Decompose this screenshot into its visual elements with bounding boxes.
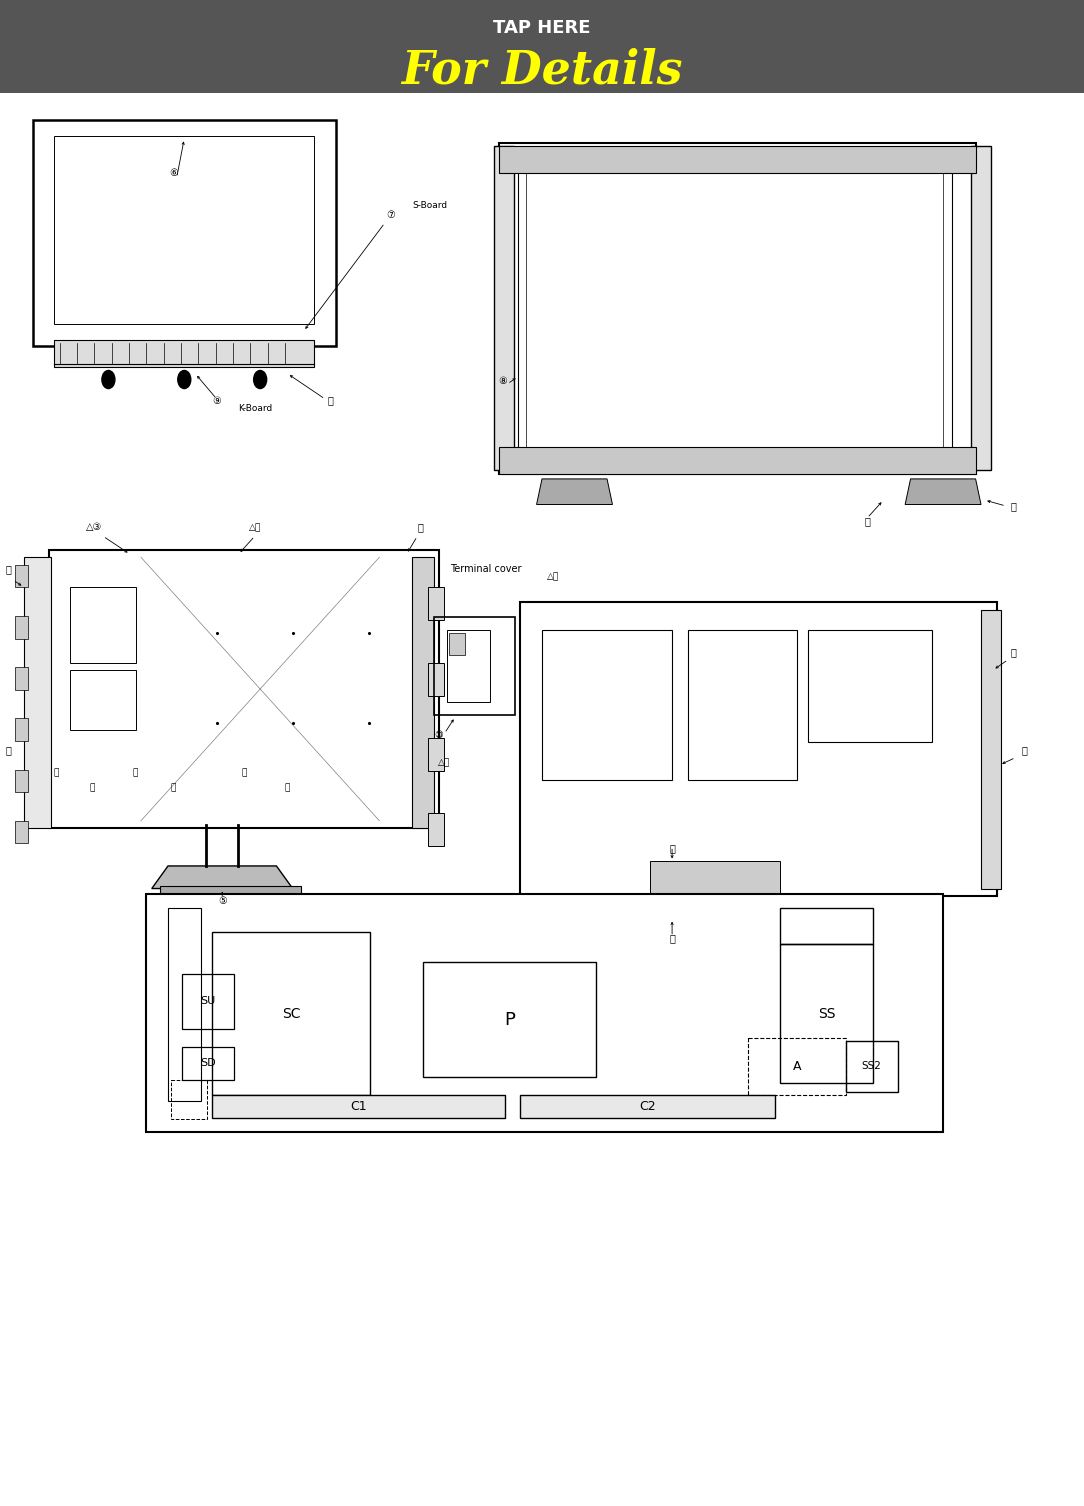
Bar (449, 633, 465, 655)
Text: ⑦: ⑦ (386, 211, 395, 220)
Bar (49, 550, 439, 828)
Bar (971, 146, 991, 470)
Text: C2: C2 (640, 1099, 656, 1113)
Bar (70, 587, 136, 663)
Bar (15, 667, 28, 690)
Polygon shape (152, 866, 293, 889)
Polygon shape (905, 479, 981, 505)
Text: ⑬: ⑬ (669, 934, 675, 943)
Bar (15, 718, 28, 741)
Bar (423, 962, 596, 1077)
Text: C1: C1 (350, 1099, 367, 1113)
Bar (520, 1095, 775, 1117)
Bar (70, 670, 136, 730)
Bar (808, 630, 932, 742)
Text: △㉙: △㉙ (438, 758, 451, 767)
Bar (428, 587, 444, 620)
Text: TAP HERE: TAP HERE (493, 20, 591, 38)
Text: △㉚: △㉚ (546, 572, 559, 581)
Text: ⑪: ⑪ (669, 843, 675, 852)
Bar (168, 908, 201, 1101)
Text: ㉕: ㉕ (285, 783, 289, 792)
Text: ⑪: ⑪ (1010, 648, 1017, 657)
Text: ⑤: ⑤ (218, 896, 227, 905)
Text: ⑱: ⑱ (171, 783, 176, 792)
Bar (182, 974, 234, 1029)
Text: ⑮: ⑮ (5, 565, 12, 574)
Text: ⑥: ⑥ (169, 169, 178, 178)
Bar (688, 630, 797, 780)
Text: P: P (504, 1011, 515, 1029)
Text: ⑫: ⑫ (1021, 745, 1028, 755)
Bar (499, 447, 976, 474)
Bar (434, 617, 515, 715)
Circle shape (102, 370, 115, 389)
Text: △㉔: △㉔ (248, 523, 261, 532)
Bar (212, 1095, 505, 1117)
Bar (748, 1038, 846, 1095)
Text: SC: SC (282, 1006, 300, 1021)
Bar (447, 630, 490, 702)
Bar (412, 557, 434, 828)
Text: ⑲: ⑲ (90, 783, 94, 792)
Text: △③: △③ (87, 523, 102, 532)
Text: ㉑: ㉑ (54, 768, 59, 777)
Text: K-Board: K-Board (238, 404, 273, 413)
Text: ⑭: ⑭ (417, 523, 424, 532)
Bar (428, 663, 444, 696)
Text: SU: SU (201, 997, 216, 1006)
Text: SS: SS (817, 1006, 836, 1021)
Bar (520, 602, 997, 896)
Bar (212, 932, 370, 1095)
Text: ⑳: ⑳ (133, 768, 138, 777)
Text: S-Board: S-Board (412, 200, 447, 209)
Text: ㉗: ㉗ (1010, 501, 1017, 511)
Text: ⑧: ⑧ (499, 376, 507, 386)
Bar (526, 167, 943, 449)
Circle shape (254, 370, 267, 389)
Bar (780, 944, 873, 1083)
Polygon shape (805, 896, 840, 916)
Text: SD: SD (201, 1059, 216, 1068)
Bar (15, 616, 28, 639)
Bar (780, 908, 873, 944)
Bar (428, 813, 444, 846)
Text: ⑩: ⑩ (435, 730, 443, 739)
Bar (146, 895, 943, 1133)
Text: ⑳: ⑳ (242, 768, 246, 777)
Text: ㉖: ㉖ (5, 745, 12, 755)
Text: ㉖: ㉖ (864, 517, 870, 526)
Bar (54, 340, 314, 367)
Bar (182, 1047, 234, 1080)
Bar (171, 1080, 207, 1119)
Text: SS2: SS2 (862, 1062, 881, 1071)
Text: ⑨: ⑨ (212, 396, 221, 405)
Text: A: A (792, 1060, 801, 1072)
Bar (542, 630, 672, 780)
Text: For Details: For Details (401, 47, 683, 93)
Polygon shape (537, 479, 612, 505)
Bar (846, 1041, 898, 1092)
Bar (0, 0, 1084, 93)
Text: ⑯: ⑯ (327, 396, 334, 405)
Bar (15, 821, 28, 843)
Bar (494, 146, 514, 470)
Bar (650, 861, 780, 895)
Bar (24, 557, 51, 828)
Circle shape (178, 370, 191, 389)
Bar (518, 158, 952, 459)
Polygon shape (610, 896, 645, 916)
Bar (160, 886, 301, 913)
Bar (981, 610, 1001, 889)
Bar (15, 770, 28, 792)
Bar (428, 738, 444, 771)
Bar (15, 565, 28, 587)
Text: Terminal cover: Terminal cover (450, 565, 521, 574)
Bar (499, 146, 976, 173)
Bar (499, 143, 976, 474)
